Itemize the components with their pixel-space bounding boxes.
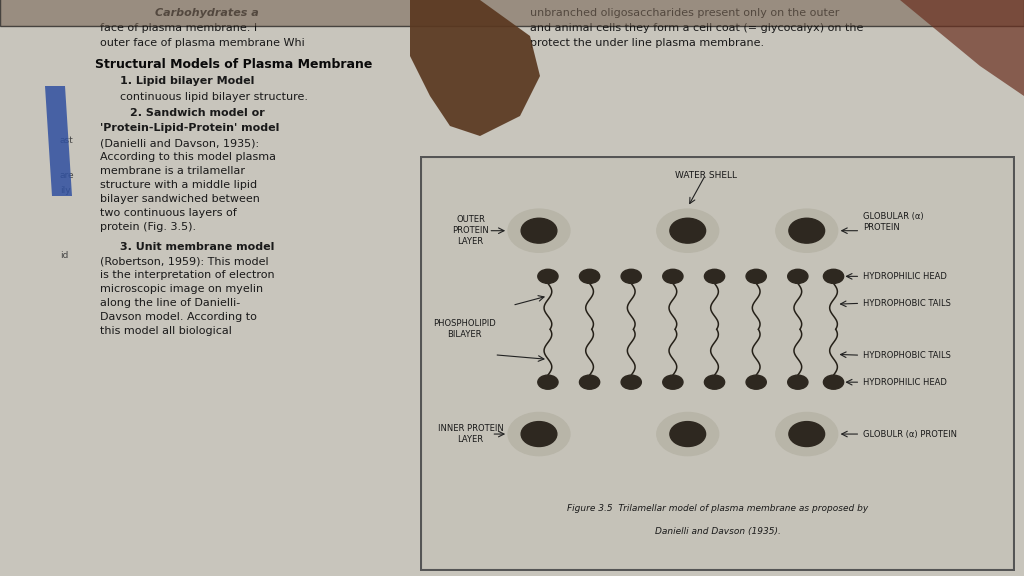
Text: Figure 3.5  Trilamellar model of plasma membrane as proposed by: Figure 3.5 Trilamellar model of plasma m… bbox=[567, 504, 868, 513]
Circle shape bbox=[521, 218, 557, 243]
Text: is the interpretation of electron: is the interpretation of electron bbox=[100, 270, 274, 280]
Circle shape bbox=[746, 270, 766, 283]
Circle shape bbox=[705, 270, 725, 283]
Circle shape bbox=[705, 375, 725, 389]
Text: 2. Sandwich model or: 2. Sandwich model or bbox=[130, 108, 265, 118]
Text: GLOBULAR (α)
PROTEIN: GLOBULAR (α) PROTEIN bbox=[863, 213, 924, 233]
Text: microscopic image on myelin: microscopic image on myelin bbox=[100, 284, 263, 294]
Text: bilayer sandwiched between: bilayer sandwiched between bbox=[100, 194, 260, 204]
Text: continuous lipid bilayer structure.: continuous lipid bilayer structure. bbox=[120, 92, 308, 102]
Circle shape bbox=[670, 218, 706, 243]
Text: Structural Models of Plasma Membrane: Structural Models of Plasma Membrane bbox=[95, 58, 373, 71]
Polygon shape bbox=[900, 0, 1024, 96]
Circle shape bbox=[580, 375, 600, 389]
Circle shape bbox=[656, 209, 719, 252]
Circle shape bbox=[787, 270, 808, 283]
Text: WATER SHELL: WATER SHELL bbox=[675, 170, 736, 180]
Circle shape bbox=[538, 270, 558, 283]
Circle shape bbox=[508, 412, 570, 456]
Text: 3. Unit membrane model: 3. Unit membrane model bbox=[120, 242, 274, 252]
Text: 'Protein-Lipid-Protein' model: 'Protein-Lipid-Protein' model bbox=[100, 123, 280, 133]
Text: HYDROPHOBIC TAILS: HYDROPHOBIC TAILS bbox=[863, 299, 951, 308]
Text: face of plasma membrane. I: face of plasma membrane. I bbox=[100, 23, 257, 33]
Text: and animal cells they form a cell coat (= glycocalyx) on the: and animal cells they form a cell coat (… bbox=[530, 23, 863, 33]
Circle shape bbox=[746, 375, 766, 389]
FancyBboxPatch shape bbox=[0, 0, 1024, 26]
Circle shape bbox=[622, 270, 641, 283]
Circle shape bbox=[663, 375, 683, 389]
Text: PHOSPHOLIPID
BILAYER: PHOSPHOLIPID BILAYER bbox=[433, 319, 496, 339]
Text: this model all biological: this model all biological bbox=[100, 326, 231, 336]
Text: HYDROPHILIC HEAD: HYDROPHILIC HEAD bbox=[863, 272, 947, 281]
FancyBboxPatch shape bbox=[421, 157, 1014, 570]
Polygon shape bbox=[45, 86, 72, 196]
Circle shape bbox=[823, 270, 844, 283]
Text: GLOBULR (α) PROTEIN: GLOBULR (α) PROTEIN bbox=[863, 430, 957, 438]
Circle shape bbox=[663, 270, 683, 283]
Text: Carbohydrates a: Carbohydrates a bbox=[155, 8, 259, 18]
Text: protein (Fig. 3.5).: protein (Fig. 3.5). bbox=[100, 222, 197, 232]
Text: ily: ily bbox=[60, 186, 71, 195]
Text: outer face of plasma membrane Whi: outer face of plasma membrane Whi bbox=[100, 38, 305, 48]
Text: unbranched oligosaccharides present only on the outer: unbranched oligosaccharides present only… bbox=[530, 8, 840, 18]
Circle shape bbox=[580, 270, 600, 283]
Text: are: are bbox=[60, 171, 75, 180]
Text: structure with a middle lipid: structure with a middle lipid bbox=[100, 180, 257, 190]
Text: id: id bbox=[60, 251, 69, 260]
Text: INNER PROTEIN
LAYER: INNER PROTEIN LAYER bbox=[437, 424, 504, 444]
Text: membrane is a trilamellar: membrane is a trilamellar bbox=[100, 166, 245, 176]
Circle shape bbox=[776, 209, 838, 252]
Text: (Danielli and Davson, 1935):: (Danielli and Davson, 1935): bbox=[100, 138, 259, 148]
Circle shape bbox=[787, 375, 808, 389]
Text: HYDROPHOBIC TAILS: HYDROPHOBIC TAILS bbox=[863, 351, 951, 359]
Text: two continuous layers of: two continuous layers of bbox=[100, 208, 237, 218]
Text: Davson model. According to: Davson model. According to bbox=[100, 312, 257, 322]
Circle shape bbox=[656, 412, 719, 456]
Circle shape bbox=[508, 209, 570, 252]
Text: HYDROPHILIC HEAD: HYDROPHILIC HEAD bbox=[863, 378, 947, 386]
Circle shape bbox=[670, 422, 706, 446]
Text: Danielli and Davson (1935).: Danielli and Davson (1935). bbox=[654, 527, 780, 536]
Text: protect the under line plasma membrane.: protect the under line plasma membrane. bbox=[530, 38, 764, 48]
Text: (Robertson, 1959): This model: (Robertson, 1959): This model bbox=[100, 256, 268, 266]
Circle shape bbox=[823, 375, 844, 389]
Text: OUTER
PROTEIN
LAYER: OUTER PROTEIN LAYER bbox=[453, 215, 488, 247]
Circle shape bbox=[538, 375, 558, 389]
Text: According to this model plasma: According to this model plasma bbox=[100, 152, 276, 162]
Circle shape bbox=[788, 218, 824, 243]
Circle shape bbox=[776, 412, 838, 456]
Text: along the line of Danielli-: along the line of Danielli- bbox=[100, 298, 241, 308]
Text: 1. Lipid bilayer Model: 1. Lipid bilayer Model bbox=[120, 76, 254, 86]
Circle shape bbox=[788, 422, 824, 446]
Text: ast: ast bbox=[60, 136, 74, 145]
Circle shape bbox=[521, 422, 557, 446]
Circle shape bbox=[622, 375, 641, 389]
Polygon shape bbox=[410, 0, 540, 136]
